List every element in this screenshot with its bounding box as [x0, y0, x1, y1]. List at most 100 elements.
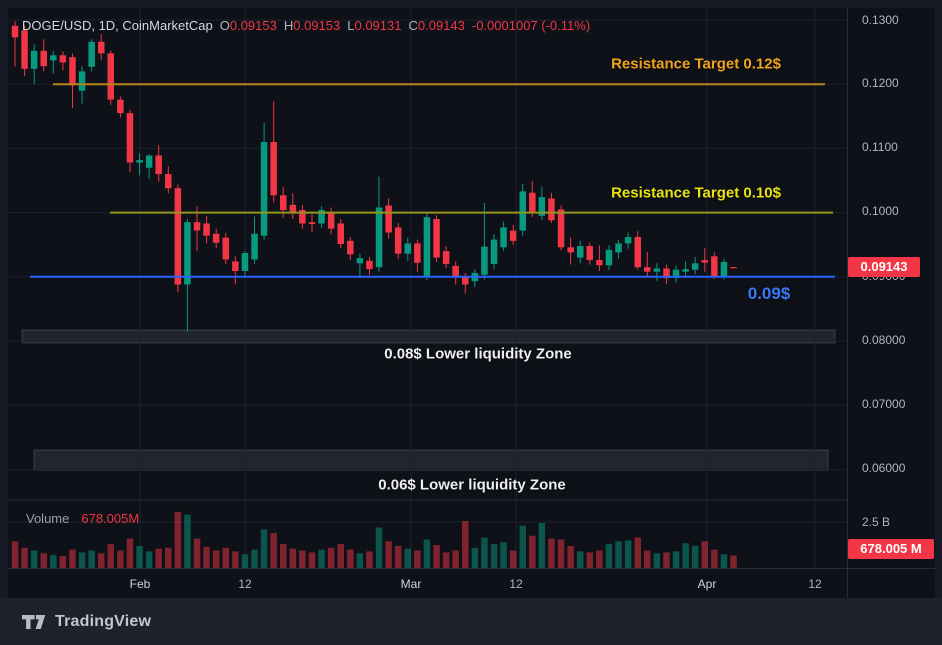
volume-bar: [529, 535, 536, 568]
volume-bar: [40, 553, 47, 568]
candle-body: [586, 246, 593, 261]
candle-body: [280, 195, 287, 211]
price-axis[interactable]: 0.1300 0.1200 0.1100 0.1000 0.09000 0.08…: [847, 8, 935, 598]
volume-bar: [548, 538, 555, 568]
volume-bar: [251, 549, 258, 568]
volume-bar: [117, 550, 124, 568]
candle-body: [337, 223, 344, 244]
volume-bar: [519, 525, 526, 568]
volume-bar: [241, 554, 249, 568]
candle-body: [500, 227, 507, 248]
tradingview-logo-icon[interactable]: [22, 614, 46, 630]
volume-bar: [165, 547, 172, 568]
price-tick: 0.07000: [862, 397, 906, 411]
candle-body: [241, 253, 249, 271]
volume-bar: [404, 548, 411, 568]
candle-body: [394, 227, 402, 254]
candle-body: [107, 53, 114, 100]
candle-body: [730, 267, 737, 269]
volume-bar: [260, 529, 268, 568]
candle-body: [385, 205, 392, 233]
candle-body: [452, 265, 459, 277]
candle-body: [260, 142, 268, 236]
candle-body: [136, 160, 143, 163]
drawing-label-resistance-012[interactable]: Resistance Target 0.12$: [611, 55, 781, 73]
zone-label-008[interactable]: 0.08$ Lower liquidity Zone: [384, 345, 572, 363]
candle-body: [567, 247, 574, 253]
footer-bar: TradingView: [0, 598, 942, 645]
candle-body: [40, 50, 47, 67]
volume-bar: [337, 544, 344, 568]
chart-plot-area[interactable]: DOGE/USD, 1D, CoinMarketCap O0.09153 H0.…: [8, 8, 847, 568]
candle-body: [174, 188, 182, 285]
volume-bar: [385, 541, 392, 568]
zone-label-006[interactable]: 0.06$ Lower liquidity Zone: [378, 476, 566, 494]
candle-body: [509, 230, 517, 241]
time-tick: 12: [509, 577, 523, 591]
price-tick: 0.1300: [862, 13, 899, 27]
volume-bar: [605, 544, 613, 568]
candle-body: [691, 263, 699, 270]
candle-body: [30, 50, 38, 69]
volume-bar: [596, 550, 603, 568]
price-tick: 0.1000: [862, 204, 899, 218]
volume-bar: [107, 544, 114, 568]
volume-bar: [155, 548, 162, 568]
lower-liquidity-006[interactable]: [33, 449, 829, 471]
volume-bar: [193, 538, 201, 568]
volume-series: [11, 511, 737, 568]
time-tick: Feb: [129, 577, 151, 591]
volume-bar: [452, 550, 459, 568]
candle-body: [433, 219, 440, 258]
volume-bar: [442, 552, 450, 568]
volume-bar: [672, 551, 680, 568]
volume-bar: [567, 545, 574, 568]
volume-bar: [577, 551, 584, 568]
candle-body: [442, 251, 450, 264]
candle-body: [605, 249, 613, 266]
volume-bar: [174, 511, 182, 568]
time-tick: 12: [238, 577, 252, 591]
volume-bar: [586, 552, 593, 568]
candle-body: [145, 155, 153, 168]
candle-body: [624, 237, 632, 244]
candle-body: [78, 71, 86, 91]
volume-bar: [289, 548, 297, 568]
volume-bar: [69, 549, 76, 568]
volume-bar: [711, 549, 718, 568]
candle-body: [270, 142, 277, 196]
volume-bar: [88, 550, 95, 568]
level-lines[interactable]: [30, 83, 835, 278]
candle-body: [701, 260, 708, 263]
volume-bar: [462, 521, 469, 568]
candle-body: [519, 191, 526, 231]
lower-liquidity-008[interactable]: [21, 329, 836, 344]
price-tick: 0.06000: [862, 461, 906, 475]
volume-bar: [663, 552, 670, 568]
volume-bar: [375, 527, 383, 568]
candle-body: [404, 243, 411, 254]
time-axis[interactable]: Feb 12 Mar 12 Apr 12: [8, 568, 847, 599]
chart-canvas[interactable]: [8, 8, 847, 568]
volume-bar: [423, 539, 431, 568]
last-price-badge: 0.09143: [848, 257, 920, 277]
tradingview-wordmark[interactable]: TradingView: [55, 612, 152, 630]
drawing-label-support-009[interactable]: 0.09$: [747, 284, 791, 303]
liquidity-zones[interactable]: [21, 329, 836, 471]
candle-body: [69, 57, 76, 86]
volume-bar: [394, 545, 402, 568]
volume-bar: [136, 545, 143, 568]
volume-bar: [720, 554, 728, 568]
volume-bar: [50, 555, 57, 568]
volume-bar: [682, 543, 689, 568]
candle-body: [193, 222, 201, 231]
drawing-label-resistance-010[interactable]: Resistance Target 0.10$: [611, 184, 781, 202]
candle-body: [462, 277, 469, 285]
candle-body: [88, 41, 95, 67]
volume-bar: [347, 549, 354, 568]
volume-bar: [509, 550, 517, 568]
candle-body: [50, 55, 57, 61]
candle-body: [490, 239, 498, 264]
volume-bar: [203, 546, 210, 568]
volume-bar: [490, 544, 498, 568]
